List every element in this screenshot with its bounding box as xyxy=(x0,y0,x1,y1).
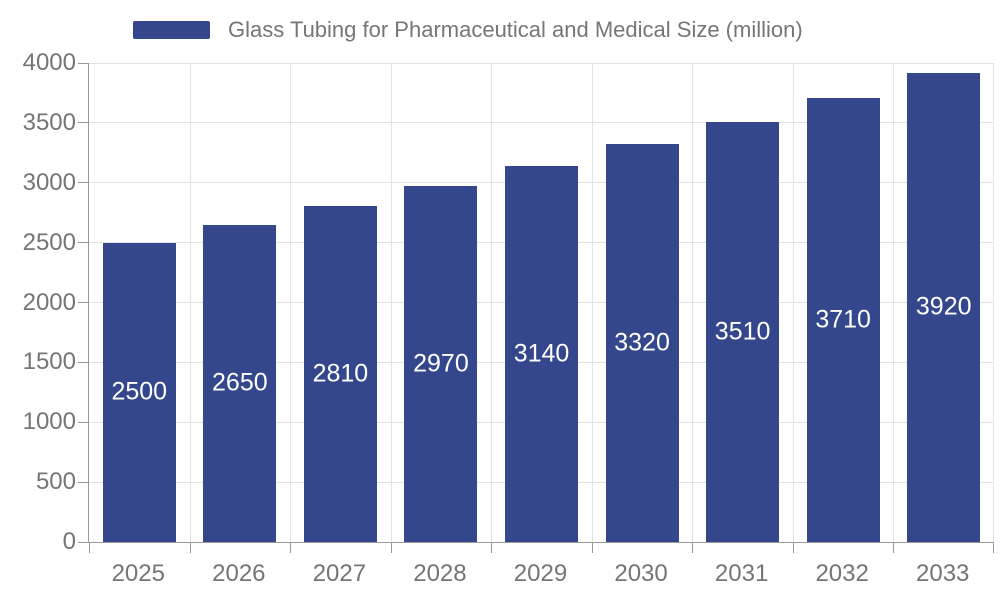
gridline-vertical xyxy=(993,63,994,542)
x-axis-label: 2032 xyxy=(815,560,869,587)
gridline-vertical xyxy=(390,63,392,542)
bar[interactable]: 3140 xyxy=(505,166,578,542)
gridline-vertical xyxy=(491,63,493,542)
bar[interactable]: 2500 xyxy=(102,242,176,542)
y-axis-label: 3000 xyxy=(22,168,76,196)
y-axis-tick xyxy=(78,122,88,124)
y-axis-label: 500 xyxy=(35,468,76,496)
bar[interactable]: 2810 xyxy=(303,205,377,542)
bar-value-label: 3920 xyxy=(915,292,972,321)
bar-value-label: 2650 xyxy=(212,368,268,397)
x-axis-label: 2028 xyxy=(413,560,467,587)
x-axis-label: 2025 xyxy=(111,560,165,587)
x-axis-label: 2031 xyxy=(714,560,769,587)
y-axis-label: 1000 xyxy=(22,408,76,436)
y-axis-tick xyxy=(78,481,88,483)
y-axis-tick xyxy=(78,62,88,64)
bar[interactable]: 2650 xyxy=(203,224,277,542)
gridline-vertical xyxy=(893,63,895,542)
y-axis-label: 0 xyxy=(62,528,76,555)
x-axis-tick xyxy=(189,543,191,553)
y-axis-label: 1500 xyxy=(22,348,76,376)
bar[interactable]: 3710 xyxy=(806,97,880,542)
bar[interactable]: 3320 xyxy=(605,144,679,542)
x-axis-tick xyxy=(792,543,794,553)
y-axis-label: 4000 xyxy=(22,49,76,76)
gridline-horizontal xyxy=(89,122,994,124)
gridline-vertical xyxy=(692,63,694,542)
y-axis-tick xyxy=(78,242,88,244)
gridline-horizontal xyxy=(89,62,994,64)
bar[interactable]: 2970 xyxy=(404,186,478,542)
x-axis-tick xyxy=(993,543,994,553)
bar-value-label: 2810 xyxy=(312,359,369,388)
gridline-vertical xyxy=(189,63,191,542)
bar-value-label: 3510 xyxy=(714,317,771,346)
x-axis-tick xyxy=(692,543,694,553)
gridline-vertical xyxy=(792,63,794,542)
gridline-vertical xyxy=(591,63,593,542)
bar[interactable]: 3510 xyxy=(706,121,780,542)
x-axis-tick xyxy=(390,543,392,553)
x-axis-tick xyxy=(591,543,593,553)
bar-value-label: 3320 xyxy=(614,328,670,357)
legend-item[interactable]: Glass Tubing for Pharmaceutical and Medi… xyxy=(133,17,803,43)
x-axis-tick xyxy=(89,543,90,553)
y-axis-tick xyxy=(78,421,88,423)
x-axis-label: 2030 xyxy=(614,560,668,587)
x-axis-tick xyxy=(491,543,493,553)
bar[interactable]: 3920 xyxy=(907,72,981,542)
bar-value-label: 2970 xyxy=(413,349,469,378)
x-axis-tick xyxy=(893,543,895,553)
x-axis-label: 2026 xyxy=(212,560,266,587)
bar-value-label: 2500 xyxy=(111,377,168,406)
x-axis-label: 2033 xyxy=(916,560,970,587)
x-axis-label: 2029 xyxy=(513,560,568,587)
x-axis-label: 2027 xyxy=(312,560,367,587)
legend-swatch xyxy=(133,21,210,39)
y-axis-label: 3500 xyxy=(22,108,76,136)
y-axis-tick xyxy=(78,182,88,184)
y-axis-tick xyxy=(78,541,88,543)
y-axis-label: 2000 xyxy=(22,288,76,316)
bar-value-label: 3140 xyxy=(513,339,570,368)
y-axis-tick xyxy=(78,302,88,303)
gridline-vertical xyxy=(290,63,292,542)
bar-value-label: 3710 xyxy=(815,305,871,334)
plot-area: 2500 2650 2810 2970 3140 3320 3510 3710 3920 xyxy=(78,62,994,553)
legend-label: Glass Tubing for Pharmaceutical and Medi… xyxy=(228,17,803,42)
y-axis-label: 2500 xyxy=(22,228,76,256)
y-axis-tick xyxy=(78,361,88,363)
x-axis-tick xyxy=(290,543,292,553)
